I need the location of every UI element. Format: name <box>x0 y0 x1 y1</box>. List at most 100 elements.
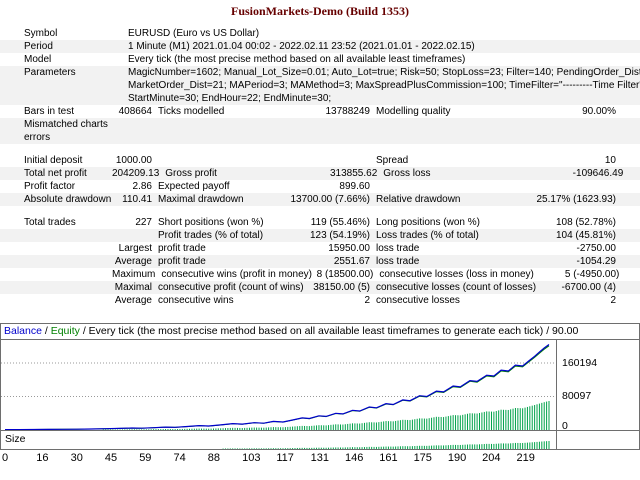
table-row: Profit trades (% of total) 123 (54.19%) Lo… <box>0 229 640 242</box>
stat-group: Long positions (won %) 108 (52.78%) <box>376 216 616 229</box>
table-row: Average profit trade 2551.67 loss trade -105… <box>0 255 640 268</box>
stat-label: Period <box>24 41 53 52</box>
stat-value: 227 <box>135 217 152 228</box>
stat-value: Average <box>114 295 152 306</box>
table-row: Profit factor 2.86 Expected payoff 899.60 <box>0 180 640 193</box>
stat-value: 2 <box>364 295 370 306</box>
stat-value: 1000.00 <box>115 155 152 166</box>
size-bars-plot <box>222 431 557 449</box>
x-axis-label: 103 <box>242 452 261 464</box>
stat-value: 2 <box>610 295 616 306</box>
table-row: Model Every tick (the most precise method… <box>0 53 640 66</box>
stat-label: Profit factor <box>24 181 76 192</box>
x-axis-label: 131 <box>310 452 330 464</box>
stat-label: Total trades <box>24 217 76 228</box>
report-title: FusionMarkets-Demo (Build 1353) <box>231 4 409 18</box>
stat-value: 38150.00 (5) <box>313 282 370 293</box>
stat-label: Short positions (won %) <box>158 217 264 228</box>
stat-label: Bars in test <box>24 106 75 117</box>
x-axis-label: 146 <box>344 452 364 464</box>
stat-group: Expected payoff 899.60 <box>158 180 370 193</box>
stat-value: 204209.13 <box>112 168 160 179</box>
stat-label: Gross profit <box>165 168 217 179</box>
stat-group: Profit trades (% of total) 123 (54.19%) <box>158 229 370 242</box>
table-row: Average consecutive wins 2 consecutive loss… <box>0 294 640 307</box>
x-axis-label: 59 <box>139 452 152 464</box>
table-row: Initial deposit 1000.00 Spread 10 <box>0 154 640 167</box>
table-row: Bars in test 408664 Ticks modelled 13788249… <box>0 105 640 118</box>
stat-label: Absolute drawdown <box>24 194 112 205</box>
stat-value: 8 (18500.00) <box>316 269 374 280</box>
stat-label: Initial deposit <box>24 155 83 166</box>
table-row: Total trades 227 Short positions (won %) 11… <box>0 216 640 229</box>
stat-group: profit trade 2551.67 <box>158 255 370 268</box>
stat-value: 13700.00 (7.66%) <box>290 194 370 205</box>
x-axis-label: 175 <box>413 452 432 464</box>
stat-label: consecutive losses (count of losses) <box>376 282 537 293</box>
stat-group: consecutive losses (loss in money) 5 (-49… <box>379 268 619 281</box>
table-row: Symbol EURUSD (Euro vs US Dollar) <box>0 27 640 40</box>
stat-value: 13788249 <box>325 106 371 117</box>
stat-value: Maximal <box>114 282 152 293</box>
table-row: Absolute drawdown 110.41 Maximal drawdown 1… <box>0 193 640 206</box>
stat-value: -1054.29 <box>576 256 616 267</box>
stat-value: 408664 <box>118 106 152 117</box>
stat-label: Maximal drawdown <box>158 194 244 205</box>
stat-value: 2551.67 <box>333 256 370 267</box>
y-axis-label: 0 <box>562 420 568 432</box>
stat-label: consecutive losses <box>376 295 460 306</box>
stat-group: Gross profit 313855.62 <box>165 167 377 180</box>
stat-value: 90.00% <box>582 106 616 117</box>
stat-label: Total net profit <box>24 168 87 179</box>
stat-group: Short positions (won %) 119 (55.46%) <box>158 216 370 229</box>
stat-label: loss trade <box>376 256 420 267</box>
stat-value: 108 (52.78%) <box>555 217 616 228</box>
size-panel: Size <box>1 430 639 449</box>
stat-label: Gross loss <box>383 168 431 179</box>
results-table: Symbol EURUSD (Euro vs US Dollar) Period 1 … <box>0 27 640 307</box>
stat-group: consecutive wins 2 <box>158 294 370 307</box>
table-row: Maximal consecutive profit (count of wins… <box>0 281 640 294</box>
chart-plot-area: 160194 80097 0 <box>1 340 639 432</box>
stat-value: EURUSD (Euro vs US Dollar) <box>128 28 260 39</box>
stat-group: consecutive wins (profit in money) 8 (185… <box>161 268 373 281</box>
stat-value: 123 (54.19%) <box>309 230 370 241</box>
x-axis-label: 16 <box>36 452 49 464</box>
table-row: Mismatched charts errors <box>0 118 640 144</box>
y-axis-label: 160194 <box>562 356 598 369</box>
x-axis-label: 30 <box>70 452 83 464</box>
stat-label: Long positions (won %) <box>376 217 480 228</box>
stat-group: loss trade -1054.29 <box>376 255 616 268</box>
stat-label: consecutive profit (count of wins) <box>158 282 304 293</box>
stat-value: -2750.00 <box>576 243 616 254</box>
table-row: Maximum consecutive wins (profit in money… <box>0 268 640 281</box>
stat-label: consecutive losses (loss in money) <box>379 269 534 280</box>
table-row: Largest profit trade 15950.00 loss trade -27… <box>0 242 640 255</box>
stat-label: consecutive wins <box>158 295 234 306</box>
x-axis-label: 117 <box>276 452 294 464</box>
stat-value: 899.60 <box>339 181 370 192</box>
stat-value: 1 Minute (M1) 2021.01.04 00:02 - 2022.02… <box>128 41 475 52</box>
legend-model-text: / Every tick (the most precise method ba… <box>79 325 579 337</box>
stat-label: Expected payoff <box>158 181 230 192</box>
stat-value: 313855.62 <box>330 168 378 179</box>
stat-group: profit trade 15950.00 <box>158 242 370 255</box>
stat-group: consecutive profit (count of wins) 38150.… <box>158 281 370 294</box>
legend-balance: Balance <box>4 325 42 337</box>
stat-value: 2.86 <box>132 181 152 192</box>
stat-label: Spread <box>376 155 409 166</box>
legend-equity: Equity <box>50 325 80 337</box>
x-axis-label: 74 <box>173 452 186 464</box>
spacer-row <box>0 144 640 154</box>
stat-value: 25.17% (1623.93) <box>536 194 616 205</box>
x-axis-label: 0 <box>2 452 9 464</box>
balance-equity-plot <box>1 340 557 430</box>
y-axis: 160194 80097 0 <box>562 340 637 432</box>
stat-group: Ticks modelled 13788249 <box>158 105 370 118</box>
x-axis-label: 161 <box>379 452 398 464</box>
stat-value: Maximum <box>112 269 156 280</box>
stat-group: Modelling quality 90.00% <box>376 105 616 118</box>
x-axis-label: 88 <box>207 452 221 464</box>
stat-value: 10 <box>604 155 616 166</box>
balance-chart: Balance / Equity / Every tick (the most … <box>0 323 640 450</box>
